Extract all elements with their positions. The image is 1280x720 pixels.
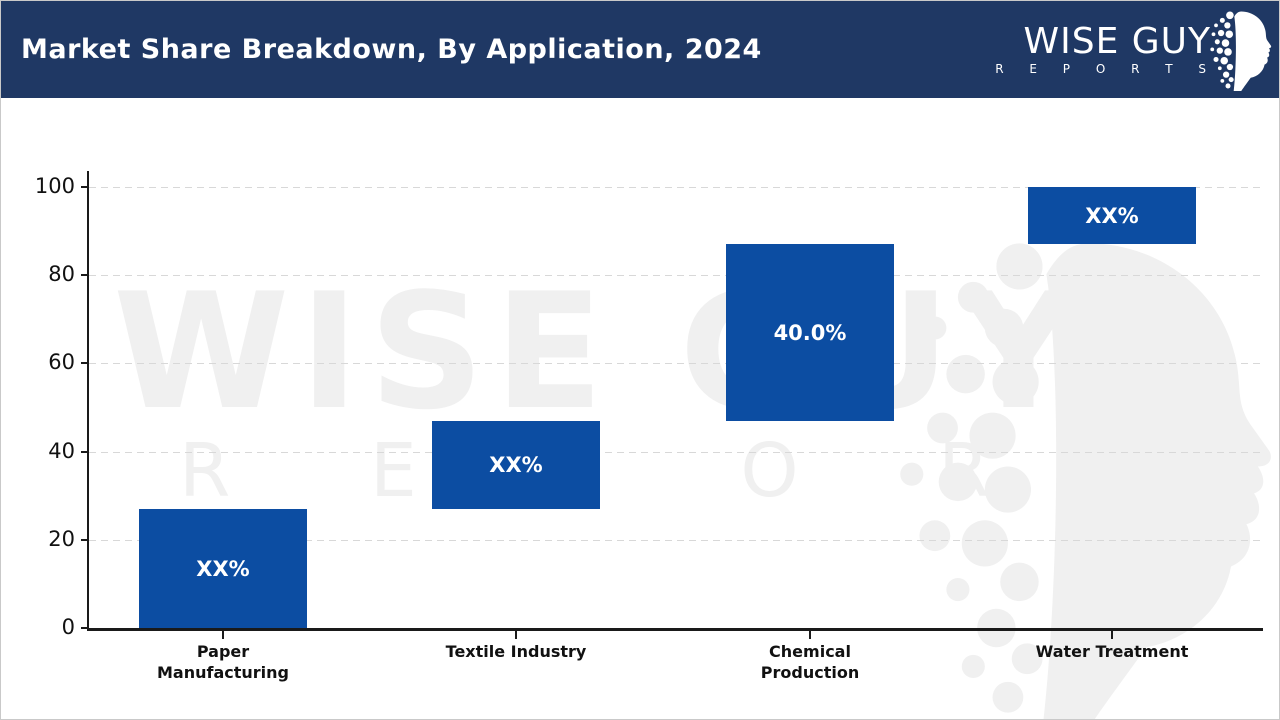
x-category-label: Water Treatment xyxy=(982,642,1242,663)
bar-water-treatment: XX% xyxy=(1028,187,1196,244)
x-category-label-line: Textile Industry xyxy=(445,642,587,661)
y-tick-label: 60 xyxy=(48,350,75,374)
brand-logo-text: WISE GUY R E P O R T S xyxy=(995,23,1211,76)
x-category-label: Paper Manufacturing xyxy=(93,642,353,684)
page-title: Market Share Breakdown, By Application, … xyxy=(21,34,762,65)
x-tick-mark xyxy=(809,631,811,639)
y-tick-mark xyxy=(81,186,89,188)
gridline-y40 xyxy=(89,452,1263,453)
y-axis-line xyxy=(87,171,89,630)
y-tick-mark xyxy=(81,362,89,364)
bar-value-label: 40.0% xyxy=(773,320,847,345)
y-tick-label: 100 xyxy=(34,174,75,198)
gridline-y20 xyxy=(89,540,1263,541)
x-category-label-line: Manufacturing xyxy=(157,662,289,682)
gridline-y100 xyxy=(89,187,1263,188)
y-tick-mark xyxy=(81,451,89,453)
x-tick-mark xyxy=(515,631,517,639)
y-tick-mark xyxy=(81,627,89,629)
x-axis-line xyxy=(87,628,1263,631)
x-tick-mark xyxy=(1111,631,1113,639)
gridline-y80 xyxy=(89,275,1263,276)
brand-logo: WISE GUY R E P O R T S xyxy=(995,9,1279,91)
y-tick-label: 20 xyxy=(48,527,75,551)
gridline-y60 xyxy=(89,363,1263,364)
bar-chemical-production: 40.0% xyxy=(726,244,894,421)
y-tick-label: 0 xyxy=(61,615,75,639)
bar-paper-manufacturing: XX% xyxy=(139,509,307,628)
x-category-label-line: Paper xyxy=(196,642,250,661)
bar-textile-industry: XX% xyxy=(432,421,600,509)
bar-value-label: XX% xyxy=(1085,203,1139,228)
brand-name: WISE GUY xyxy=(1023,21,1211,63)
bar-value-label: XX% xyxy=(196,556,250,581)
x-category-label: Chemical Production xyxy=(680,642,940,684)
y-tick-label: 40 xyxy=(48,439,75,463)
brand-head-icon xyxy=(1210,11,1272,91)
x-category-label-line: Chemical xyxy=(769,642,851,661)
y-tick-mark xyxy=(81,539,89,541)
y-tick-mark xyxy=(81,274,89,276)
bar-value-label: XX% xyxy=(489,453,543,477)
x-category-label: Textile Industry xyxy=(386,642,646,663)
brand-subname: R E P O R T S xyxy=(995,61,1217,76)
x-tick-mark xyxy=(222,631,224,639)
header-bar: Market Share Breakdown, By Application, … xyxy=(1,1,1279,98)
x-category-label-line: Water Treatment xyxy=(1035,642,1189,661)
y-tick-label: 80 xyxy=(48,262,75,286)
x-category-label-line: Production xyxy=(760,662,860,682)
